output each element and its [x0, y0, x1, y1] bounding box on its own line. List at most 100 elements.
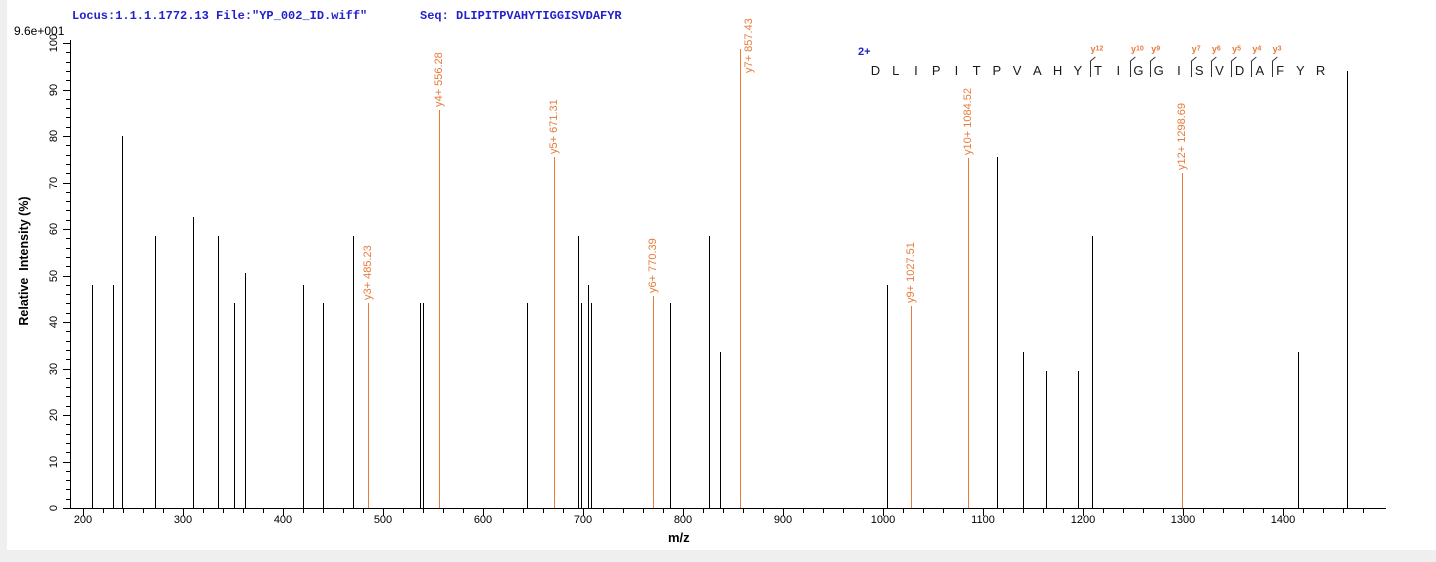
- x-axis-tick-label: 700: [573, 514, 593, 526]
- x-axis-tick: [483, 509, 484, 516]
- annotated-peak-line: [554, 156, 556, 508]
- annotated-peak-line: [1181, 173, 1183, 508]
- window-left-edge: [0, 0, 7, 562]
- y-axis-tick: [66, 80, 70, 82]
- x-axis-tick: [1263, 509, 1264, 513]
- x-axis-tick-label: 1200: [1070, 514, 1096, 526]
- x-axis-tick: [523, 509, 524, 513]
- x-axis-tick: [503, 509, 504, 513]
- y-axis-tick-label: 30: [48, 362, 60, 375]
- residue-letter: T: [1094, 63, 1102, 78]
- peak-line: [670, 303, 671, 508]
- x-axis-tick: [1023, 509, 1024, 513]
- x-axis-line: [70, 508, 1386, 509]
- fragment-marker-diagonal: [1089, 56, 1096, 62]
- x-axis-tick: [1323, 509, 1324, 513]
- x-axis-tick: [1243, 509, 1244, 513]
- x-axis-tick: [643, 509, 644, 513]
- fragment-marker-bar: [1251, 61, 1253, 77]
- y-axis-tick: [66, 219, 70, 221]
- y-axis-tick-label: 0: [48, 504, 60, 512]
- fragment-marker-bar: [1231, 61, 1233, 77]
- x-axis-tick: [1363, 509, 1364, 513]
- annotated-peak-line: [439, 110, 441, 508]
- y-axis-tick: [63, 275, 70, 277]
- peak-annotation-label: y12+ 1298.69: [1175, 103, 1188, 171]
- peak-line: [709, 235, 710, 508]
- peak-annotation-label: y10+ 1084.52: [961, 87, 974, 155]
- residue-letter: D: [870, 63, 881, 78]
- fragment-marker-diagonal: [1210, 56, 1217, 62]
- peak-annotation-label: y3+ 485.23: [362, 245, 375, 301]
- y-axis-tick: [66, 359, 70, 361]
- y-axis-tick-label: 100: [48, 33, 60, 53]
- fragment-marker-bar: [1089, 61, 1091, 77]
- y-axis-tick: [66, 294, 70, 296]
- y-axis-tick: [66, 284, 70, 286]
- window-bottom-edge: [0, 550, 1436, 562]
- fragment-marker-label: y12: [1090, 44, 1104, 54]
- residue-letter: Y: [1295, 63, 1305, 78]
- peak-line: [997, 156, 998, 508]
- sequence-header-text: Seq: DLIPITPVAHYTIGGISVDAFYR: [420, 9, 622, 23]
- annotated-peak-line: [368, 303, 370, 508]
- peak-annotation-label: y7+ 857.43: [743, 18, 756, 73]
- residue-letter: Y: [1073, 63, 1083, 78]
- annotated-peak-line: [653, 296, 655, 508]
- y-axis-tick: [63, 415, 70, 416]
- fragment-marker-bar: [1190, 61, 1192, 77]
- max-intensity-scale-label: 9.6e+001: [14, 24, 65, 38]
- peak-annotation-label: y4+ 556.28: [433, 52, 446, 108]
- peak-line: [1078, 370, 1079, 508]
- fragment-marker-label: y5: [1232, 44, 1242, 54]
- precursor-charge-label: 2+: [858, 46, 871, 58]
- peak-line: [353, 235, 354, 508]
- residue-letter: F: [1276, 63, 1285, 78]
- peak-line: [1046, 370, 1047, 508]
- x-axis-tick: [1123, 509, 1124, 513]
- peak-line: [303, 284, 304, 508]
- x-axis-tick: [543, 509, 544, 513]
- x-axis-tick: [1163, 509, 1164, 513]
- peak-line: [234, 303, 235, 508]
- x-axis-tick: [603, 509, 604, 513]
- peak-line: [420, 303, 421, 508]
- x-axis-tick: [443, 509, 444, 513]
- locus-file-text: Locus:1.1.1.1772.13 File:"YP_002_ID.wiff…: [72, 9, 368, 23]
- y-axis-tick: [66, 387, 70, 389]
- x-axis-tick: [823, 509, 824, 513]
- x-axis-tick: [1003, 509, 1004, 513]
- fragment-marker-diagonal: [1230, 56, 1237, 62]
- y-axis-tick-label: 20: [48, 408, 60, 422]
- peak-line: [423, 303, 424, 508]
- x-axis-tick: [423, 509, 424, 513]
- x-axis-tick: [583, 509, 584, 516]
- y-axis-tick: [63, 508, 70, 509]
- y-axis-tick: [66, 312, 70, 314]
- x-axis-tick-label: 1400: [1270, 514, 1296, 526]
- x-axis-tick-label: 200: [73, 514, 93, 526]
- x-axis-tick: [203, 509, 204, 513]
- y-axis-tick: [66, 433, 70, 435]
- y-axis-tick: [66, 331, 70, 333]
- x-axis-tick: [663, 509, 664, 513]
- x-axis-tick: [1083, 509, 1084, 516]
- x-axis-tick-label: 300: [173, 514, 193, 526]
- x-axis-tick: [263, 509, 264, 513]
- x-axis-tick: [323, 509, 324, 513]
- y-axis-tick: [66, 238, 70, 240]
- y-axis-tick: [66, 61, 70, 63]
- peak-line: [92, 284, 93, 508]
- fragment-marker-label: y7: [1191, 44, 1201, 54]
- x-axis-tick-label: 1300: [1170, 514, 1196, 526]
- y-axis-tick: [66, 396, 70, 398]
- residue-letter: P: [992, 63, 1002, 78]
- peak-line: [155, 235, 156, 508]
- y-axis-tick: [66, 117, 70, 119]
- fragment-marker-label: y3: [1272, 44, 1282, 54]
- residue-letter: V: [1215, 63, 1224, 78]
- x-axis-tick: [163, 509, 164, 513]
- x-axis-tick: [1223, 509, 1224, 513]
- x-axis-tick-label: 400: [273, 514, 293, 526]
